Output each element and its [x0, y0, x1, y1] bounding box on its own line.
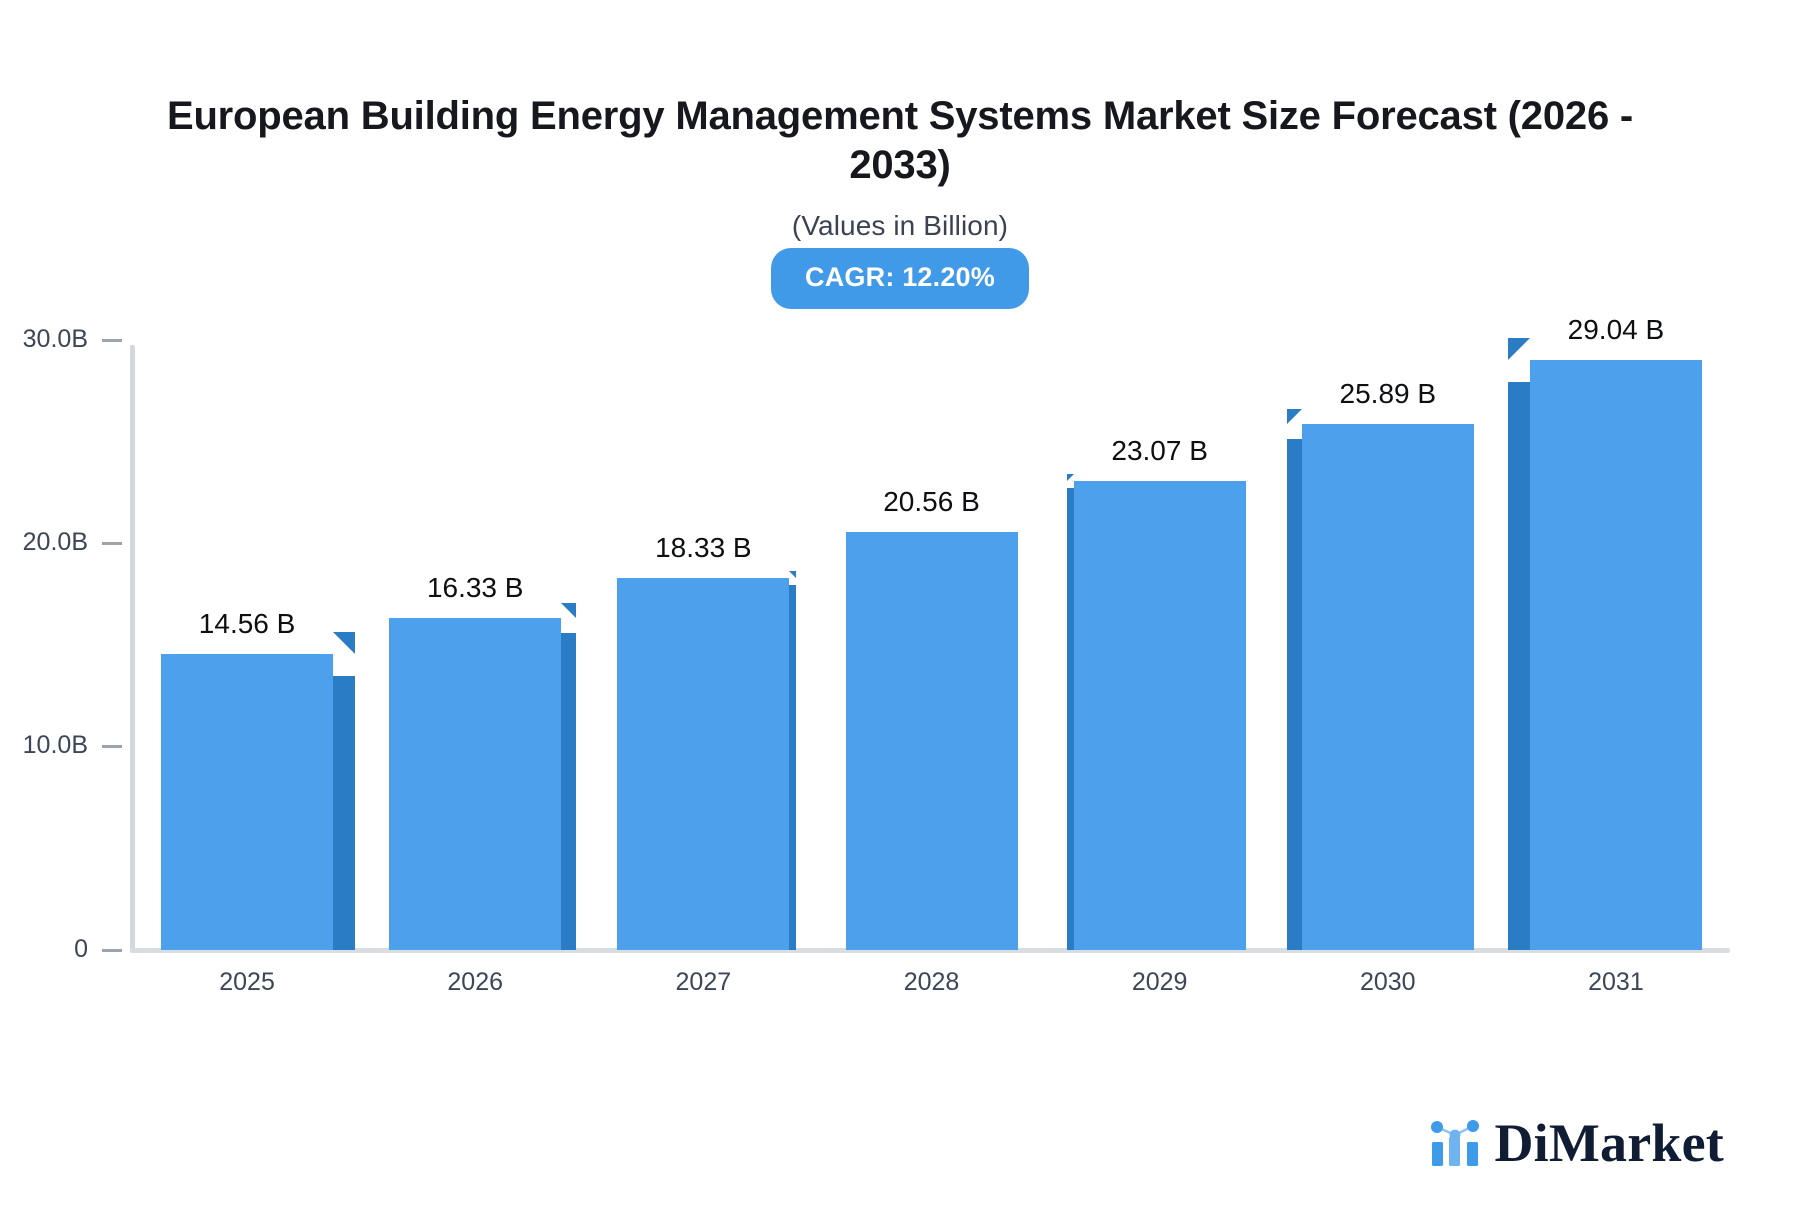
bar-value-label: 14.56 B	[198, 608, 296, 640]
bar-value-label: 29.04 B	[1567, 314, 1665, 346]
bar-front-face	[1073, 481, 1246, 950]
bar-2025[interactable]: 14.56 B	[161, 608, 356, 950]
bar-side-face	[1066, 488, 1074, 950]
x-axis-label-2031: 2031	[1588, 968, 1644, 996]
y-axis-tick-mark	[102, 339, 122, 343]
x-axis-label-2027: 2027	[675, 968, 732, 996]
y-axis-tick-label: 0	[74, 934, 88, 963]
bar-front-face	[845, 532, 1018, 950]
cagr-badge: CAGR: 12.20%	[771, 247, 1029, 309]
bar-value-label: 20.56 B	[883, 486, 980, 518]
cagr-badge-container: CAGR: 12.20%	[0, 247, 1800, 309]
bar-side-face	[1507, 382, 1530, 950]
bar-2029[interactable]: 23.07 B	[1066, 435, 1246, 950]
bar-2028[interactable]: 20.56 B	[845, 486, 1018, 950]
bar-value-label: 25.89 B	[1339, 378, 1437, 410]
bar-top-face	[1286, 409, 1302, 425]
bar-chart-line-icon	[1431, 1120, 1480, 1166]
bar-top-face	[1066, 474, 1074, 482]
bar-side-face	[333, 676, 356, 950]
logo-wordmark: DiMarket	[1494, 1113, 1724, 1173]
y-axis-line	[130, 345, 135, 953]
bar-side-face	[561, 633, 577, 950]
bar-front-face	[1529, 360, 1702, 950]
y-axis-tick-label: 20.0B	[22, 528, 88, 557]
bar-value-label: 23.07 B	[1111, 435, 1208, 467]
bar-top-face	[561, 603, 577, 619]
y-axis-tick-mark	[102, 745, 122, 749]
bar-2030[interactable]: 25.89 B	[1286, 378, 1474, 950]
x-axis-label-2029: 2029	[1131, 968, 1188, 996]
bar-value-label: 16.33 B	[426, 572, 524, 604]
bar-top-face	[1507, 338, 1530, 361]
x-axis-label-2026: 2026	[447, 968, 504, 996]
y-axis-tick-label: 30.0B	[22, 325, 88, 354]
y-axis-tick-label: 10.0B	[22, 731, 88, 760]
y-axis-tick-mark	[102, 948, 122, 952]
bar-front-face	[1301, 424, 1474, 950]
bar-side-face	[1286, 439, 1302, 950]
x-axis-label-2028: 2028	[903, 968, 960, 996]
bar-2027[interactable]: 18.33 B	[617, 532, 797, 950]
chart-subtitle: (Values in Billion)	[791, 209, 1009, 241]
bar-side-face	[789, 584, 797, 950]
x-axis-label-2025: 2025	[219, 968, 275, 996]
bar-top-face	[333, 632, 356, 655]
chart-header: European Building Energy Management Syst…	[0, 0, 1800, 309]
bar-front-face	[389, 618, 562, 950]
dimarket-logo: DiMarket	[1428, 1116, 1724, 1170]
y-axis-tick-mark	[102, 542, 122, 546]
bar-top-face	[789, 570, 797, 578]
bar-2026[interactable]: 16.33 B	[389, 572, 577, 950]
bar-front-face	[161, 654, 334, 950]
x-axis-label-2030: 2030	[1359, 968, 1416, 996]
chart-title: European Building Energy Management Syst…	[166, 94, 1634, 187]
bar-front-face	[617, 577, 790, 950]
x-axis-line	[130, 948, 1730, 953]
bar-2031[interactable]: 29.04 B	[1507, 314, 1702, 950]
bar-value-label: 18.33 B	[655, 531, 752, 563]
